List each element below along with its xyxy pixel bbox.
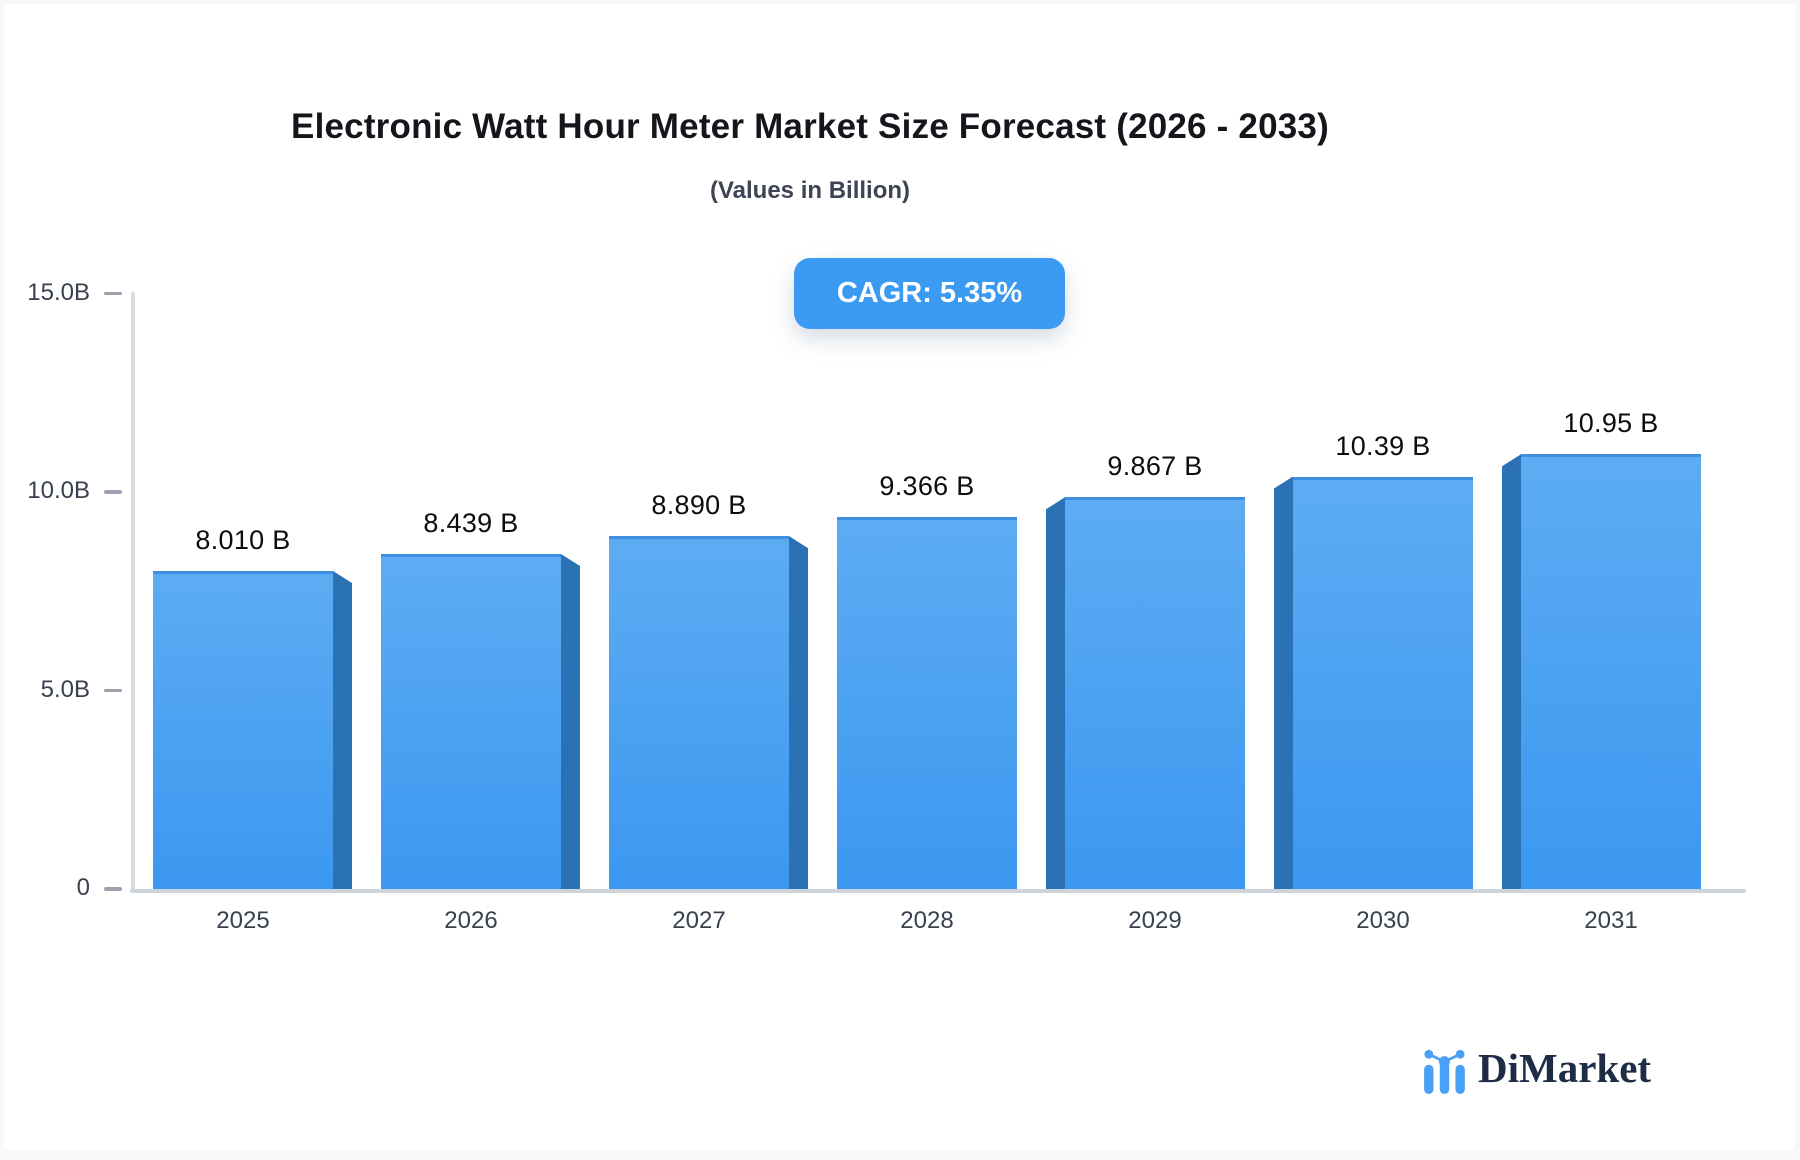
bar-2028 [837,517,1017,889]
x-axis-label-2027: 2027 [585,907,813,935]
x-axis-label-2026: 2026 [357,907,585,935]
chart-card: Electronic Watt Hour Meter Market Size F… [4,4,1795,1150]
y-axis-tick-label: 10.0B [4,477,90,505]
bar-side-face-2026 [561,554,580,889]
dimarket-logo: DiMarket [1422,1044,1651,1096]
bar-side-face-2025 [333,571,352,889]
y-axis-tick-mark [104,689,122,693]
x-axis-label-2028: 2028 [813,907,1041,935]
bar-2029 [1065,497,1245,889]
bar-2025 [153,571,333,889]
bar-side-face-2031 [1502,454,1521,889]
bar-side-face-2030 [1274,477,1293,889]
bar-side-face-2027 [789,536,808,889]
dimarket-wordmark: DiMarket [1478,1044,1651,1092]
x-axis-label-2029: 2029 [1041,907,1269,935]
y-axis-tick-label: 0 [4,874,90,902]
x-axis-label-2031: 2031 [1497,907,1725,935]
x-axis-label-2030: 2030 [1269,907,1497,935]
y-axis-tick-mark [104,490,122,494]
bar-2027 [609,536,789,889]
y-axis-tick-mark [104,887,122,891]
x-axis-line [130,889,1746,894]
y-axis-tick-mark [104,292,122,296]
x-axis-label-2025: 2025 [129,907,357,935]
bar-line-chart-icon [1422,1046,1468,1096]
bar-value-label-2031: 10.95 B [1461,408,1761,439]
bar-side-face-2029 [1046,497,1065,889]
bar-2030 [1293,477,1473,889]
y-axis-line [131,292,135,894]
bar-2026 [381,554,561,889]
y-axis-tick-label: 15.0B [4,279,90,307]
bar-2031 [1521,454,1701,889]
y-axis-tick-label: 5.0B [4,676,90,704]
